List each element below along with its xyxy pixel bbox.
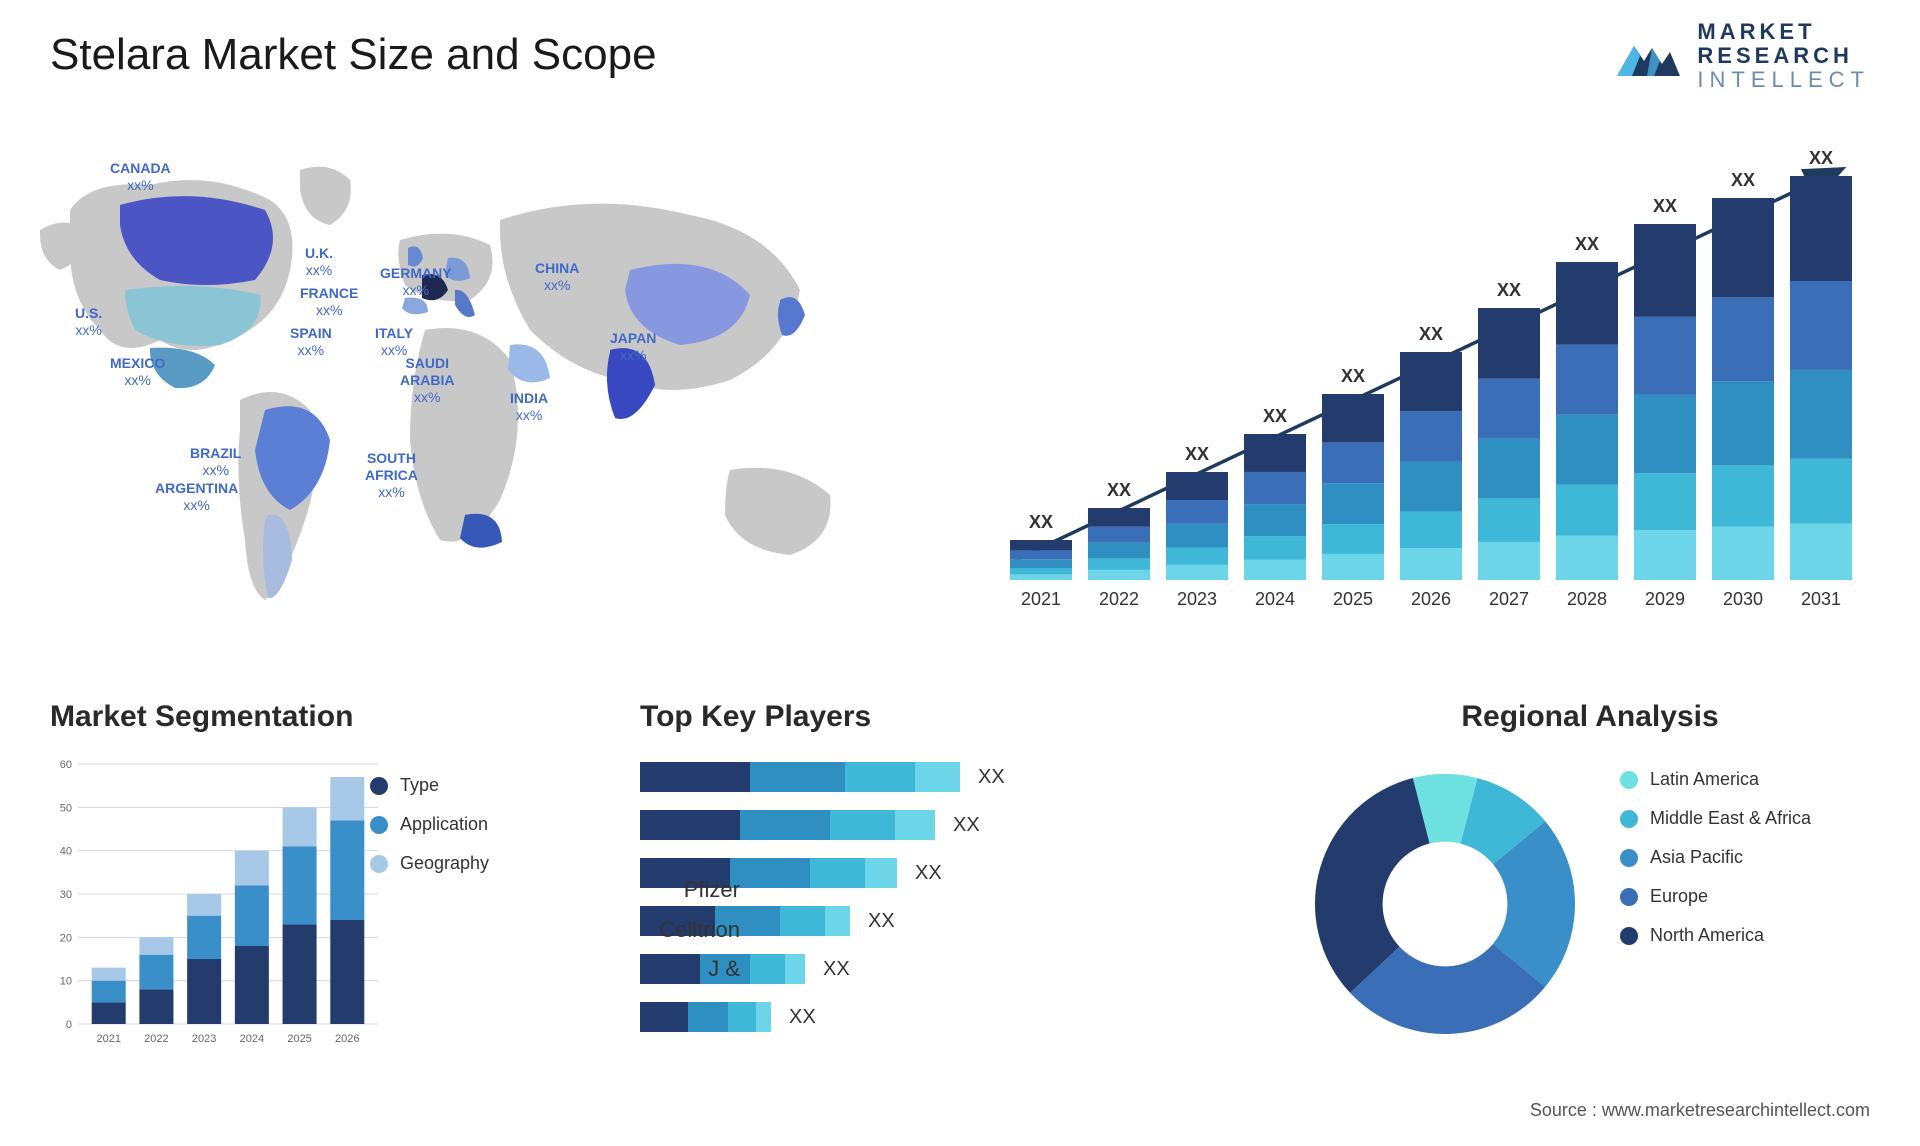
svg-text:2022: 2022	[144, 1033, 168, 1045]
svg-text:XX: XX	[1029, 512, 1053, 532]
svg-text:XX: XX	[1575, 234, 1599, 254]
logo-text-3: INTELLECT	[1697, 68, 1870, 92]
market-size-chart: XX 2021 XX 2022 XX 2023 XX 2024 XX 2025 XX 2026 XX 20…	[990, 140, 1870, 620]
svg-text:2026: 2026	[1411, 589, 1451, 609]
region-legend-north-america: North America	[1620, 925, 1811, 946]
segmentation-section: Market Segmentation 0 10 20 30 40 50 60 2021 202…	[50, 700, 610, 1059]
svg-text:2022: 2022	[1099, 589, 1139, 609]
map-label-china: CHINAxx%	[535, 260, 579, 294]
svg-text:XX: XX	[1653, 196, 1677, 216]
logo-mountain-icon	[1612, 26, 1682, 86]
svg-text:2026: 2026	[335, 1033, 359, 1045]
svg-text:0: 0	[66, 1019, 72, 1031]
map-label-italy: ITALYxx%	[375, 325, 413, 359]
svg-text:XX: XX	[1419, 324, 1443, 344]
svg-text:20: 20	[60, 932, 72, 944]
svg-text:XX: XX	[1185, 444, 1209, 464]
map-label-u-s-: U.S.xx%	[75, 305, 102, 339]
map-label-brazil: BRAZILxx%	[190, 445, 241, 479]
svg-text:2031: 2031	[1801, 589, 1841, 609]
map-label-argentina: ARGENTINAxx%	[155, 480, 238, 514]
page-title: Stelara Market Size and Scope	[50, 30, 657, 80]
regional-donut	[1300, 759, 1590, 1049]
segmentation-chart: 0 10 20 30 40 50 60 2021 2022 2023 2024 2025 2026	[50, 754, 390, 1054]
svg-text:XX: XX	[1809, 148, 1833, 168]
map-label-south-africa: SOUTHAFRICAxx%	[365, 450, 418, 500]
map-label-u-k-: U.K.xx%	[305, 245, 333, 279]
player-name-list: PfizerCelltrionJ &	[620, 870, 740, 989]
svg-text:10: 10	[60, 976, 72, 988]
svg-text:2029: 2029	[1645, 589, 1685, 609]
svg-text:2027: 2027	[1489, 589, 1529, 609]
map-label-spain: SPAINxx%	[290, 325, 332, 359]
svg-text:50: 50	[60, 802, 72, 814]
svg-text:2023: 2023	[192, 1033, 216, 1045]
svg-text:2024: 2024	[240, 1033, 264, 1045]
svg-text:2021: 2021	[1021, 589, 1061, 609]
map-label-canada: CANADAxx%	[110, 160, 171, 194]
player-row-5: XX	[640, 999, 1260, 1035]
logo-text-2: RESEARCH	[1697, 44, 1870, 68]
region-legend-europe: Europe	[1620, 886, 1811, 907]
players-title: Top Key Players	[640, 700, 1260, 734]
svg-text:40: 40	[60, 846, 72, 858]
region-legend-asia-pacific: Asia Pacific	[1620, 847, 1811, 868]
seg-legend-type: Type	[370, 775, 489, 796]
logo-text-1: MARKET	[1697, 20, 1870, 44]
regional-section: Regional Analysis Latin America Middle Ea…	[1300, 700, 1880, 1049]
source-attribution: Source : www.marketresearchintellect.com	[1530, 1100, 1870, 1121]
svg-text:XX: XX	[1731, 170, 1755, 190]
svg-text:2023: 2023	[1177, 589, 1217, 609]
map-label-japan: JAPANxx%	[610, 330, 656, 364]
segmentation-title: Market Segmentation	[50, 700, 610, 734]
svg-text:XX: XX	[1263, 406, 1287, 426]
region-legend-latin-america: Latin America	[1620, 769, 1811, 790]
world-map: CANADAxx% U.S.xx% MEXICOxx% BRAZILxx%ARGENT…	[30, 130, 930, 630]
svg-text:2025: 2025	[287, 1033, 311, 1045]
region-legend-middle-east-africa: Middle East & Africa	[1620, 808, 1811, 829]
map-japan	[778, 297, 805, 336]
svg-text:XX: XX	[1497, 280, 1521, 300]
map-south-africa	[460, 514, 502, 548]
svg-text:2028: 2028	[1567, 589, 1607, 609]
segmentation-legend: Type Application Geography	[370, 775, 489, 892]
svg-text:2024: 2024	[1255, 589, 1295, 609]
map-label-mexico: MEXICOxx%	[110, 355, 165, 389]
map-label-saudi-arabia: SAUDIARABIAxx%	[400, 355, 454, 405]
brand-logo: MARKET RESEARCH INTELLECT	[1612, 20, 1870, 93]
player-row-0: XX	[640, 759, 1260, 795]
map-label-germany: GERMANYxx%	[380, 265, 452, 299]
svg-text:2021: 2021	[96, 1033, 120, 1045]
seg-legend-geography: Geography	[370, 853, 489, 874]
svg-text:XX: XX	[1107, 480, 1131, 500]
svg-text:60: 60	[60, 759, 72, 771]
svg-text:30: 30	[60, 889, 72, 901]
regional-legend: Latin America Middle East & Africa Asia Pa…	[1620, 759, 1811, 1049]
svg-text:2030: 2030	[1723, 589, 1763, 609]
map-label-india: INDIAxx%	[510, 390, 548, 424]
map-saudi	[508, 344, 550, 382]
svg-text:XX: XX	[1341, 366, 1365, 386]
player-row-1: XX	[640, 807, 1260, 843]
regional-title: Regional Analysis	[1300, 700, 1880, 734]
seg-legend-application: Application	[370, 814, 489, 835]
map-label-france: FRANCExx%	[300, 285, 358, 319]
svg-text:2025: 2025	[1333, 589, 1373, 609]
map-spain	[402, 298, 428, 315]
